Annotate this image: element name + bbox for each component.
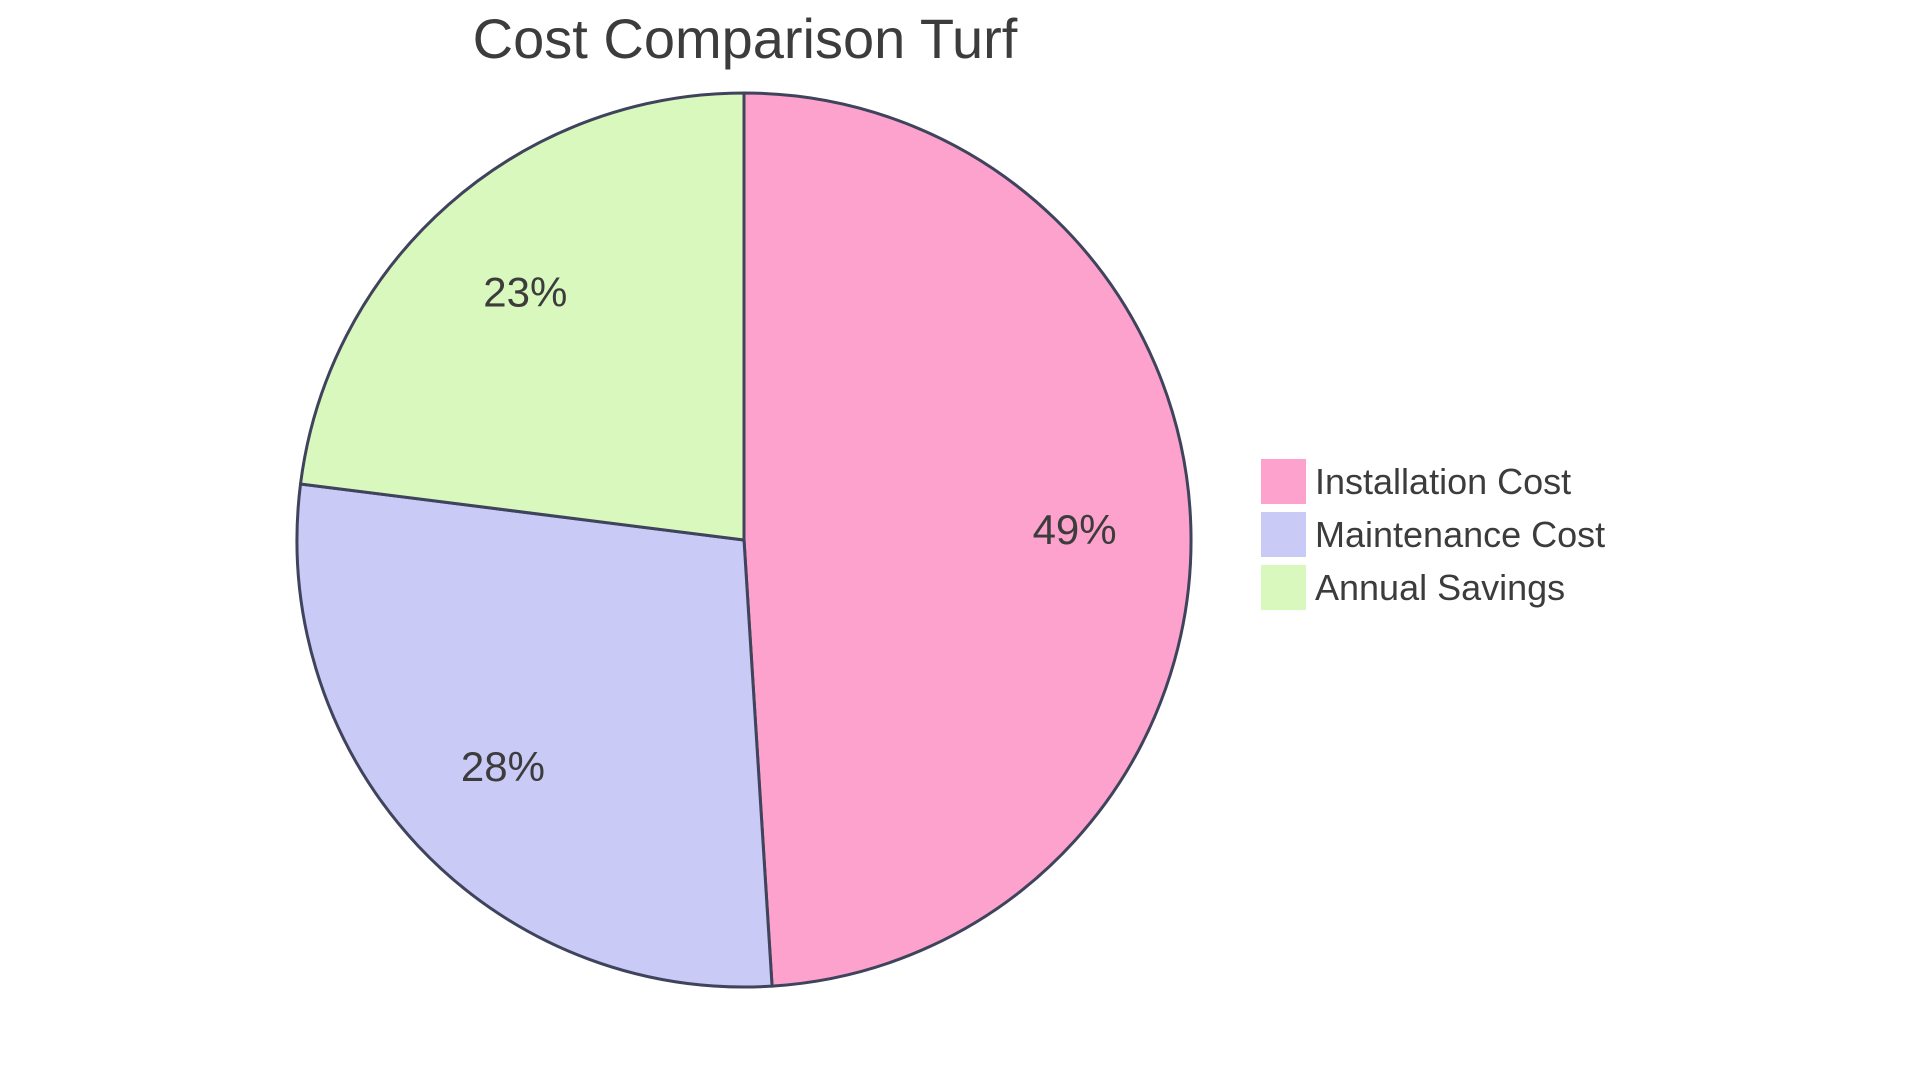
legend-swatch-installation-cost xyxy=(1261,459,1306,504)
pie-value-label-annual-savings: 23% xyxy=(483,268,567,315)
pie-slice-installation-cost xyxy=(742,91,1193,988)
legend: Installation Cost Maintenance Cost Annua… xyxy=(1261,459,1605,618)
legend-label-installation-cost: Installation Cost xyxy=(1315,460,1572,502)
legend-item-annual-savings: Annual Savings xyxy=(1261,565,1605,610)
chart-title: Cost Comparison Turf xyxy=(472,7,1018,70)
legend-label-annual-savings: Annual Savings xyxy=(1315,566,1566,608)
legend-swatch-maintenance-cost xyxy=(1261,512,1306,557)
legend-item-maintenance-cost: Maintenance Cost xyxy=(1261,512,1605,557)
pie-value-label-maintenance-cost: 28% xyxy=(461,743,545,790)
pie-value-label-installation-cost: 49% xyxy=(1033,506,1117,553)
legend-swatch-annual-savings xyxy=(1261,565,1306,610)
pie-slice-annual-savings xyxy=(299,91,746,542)
legend-label-maintenance-cost: Maintenance Cost xyxy=(1315,513,1606,555)
legend-item-installation-cost: Installation Cost xyxy=(1261,459,1605,504)
pie-slice-maintenance-cost xyxy=(295,482,774,989)
